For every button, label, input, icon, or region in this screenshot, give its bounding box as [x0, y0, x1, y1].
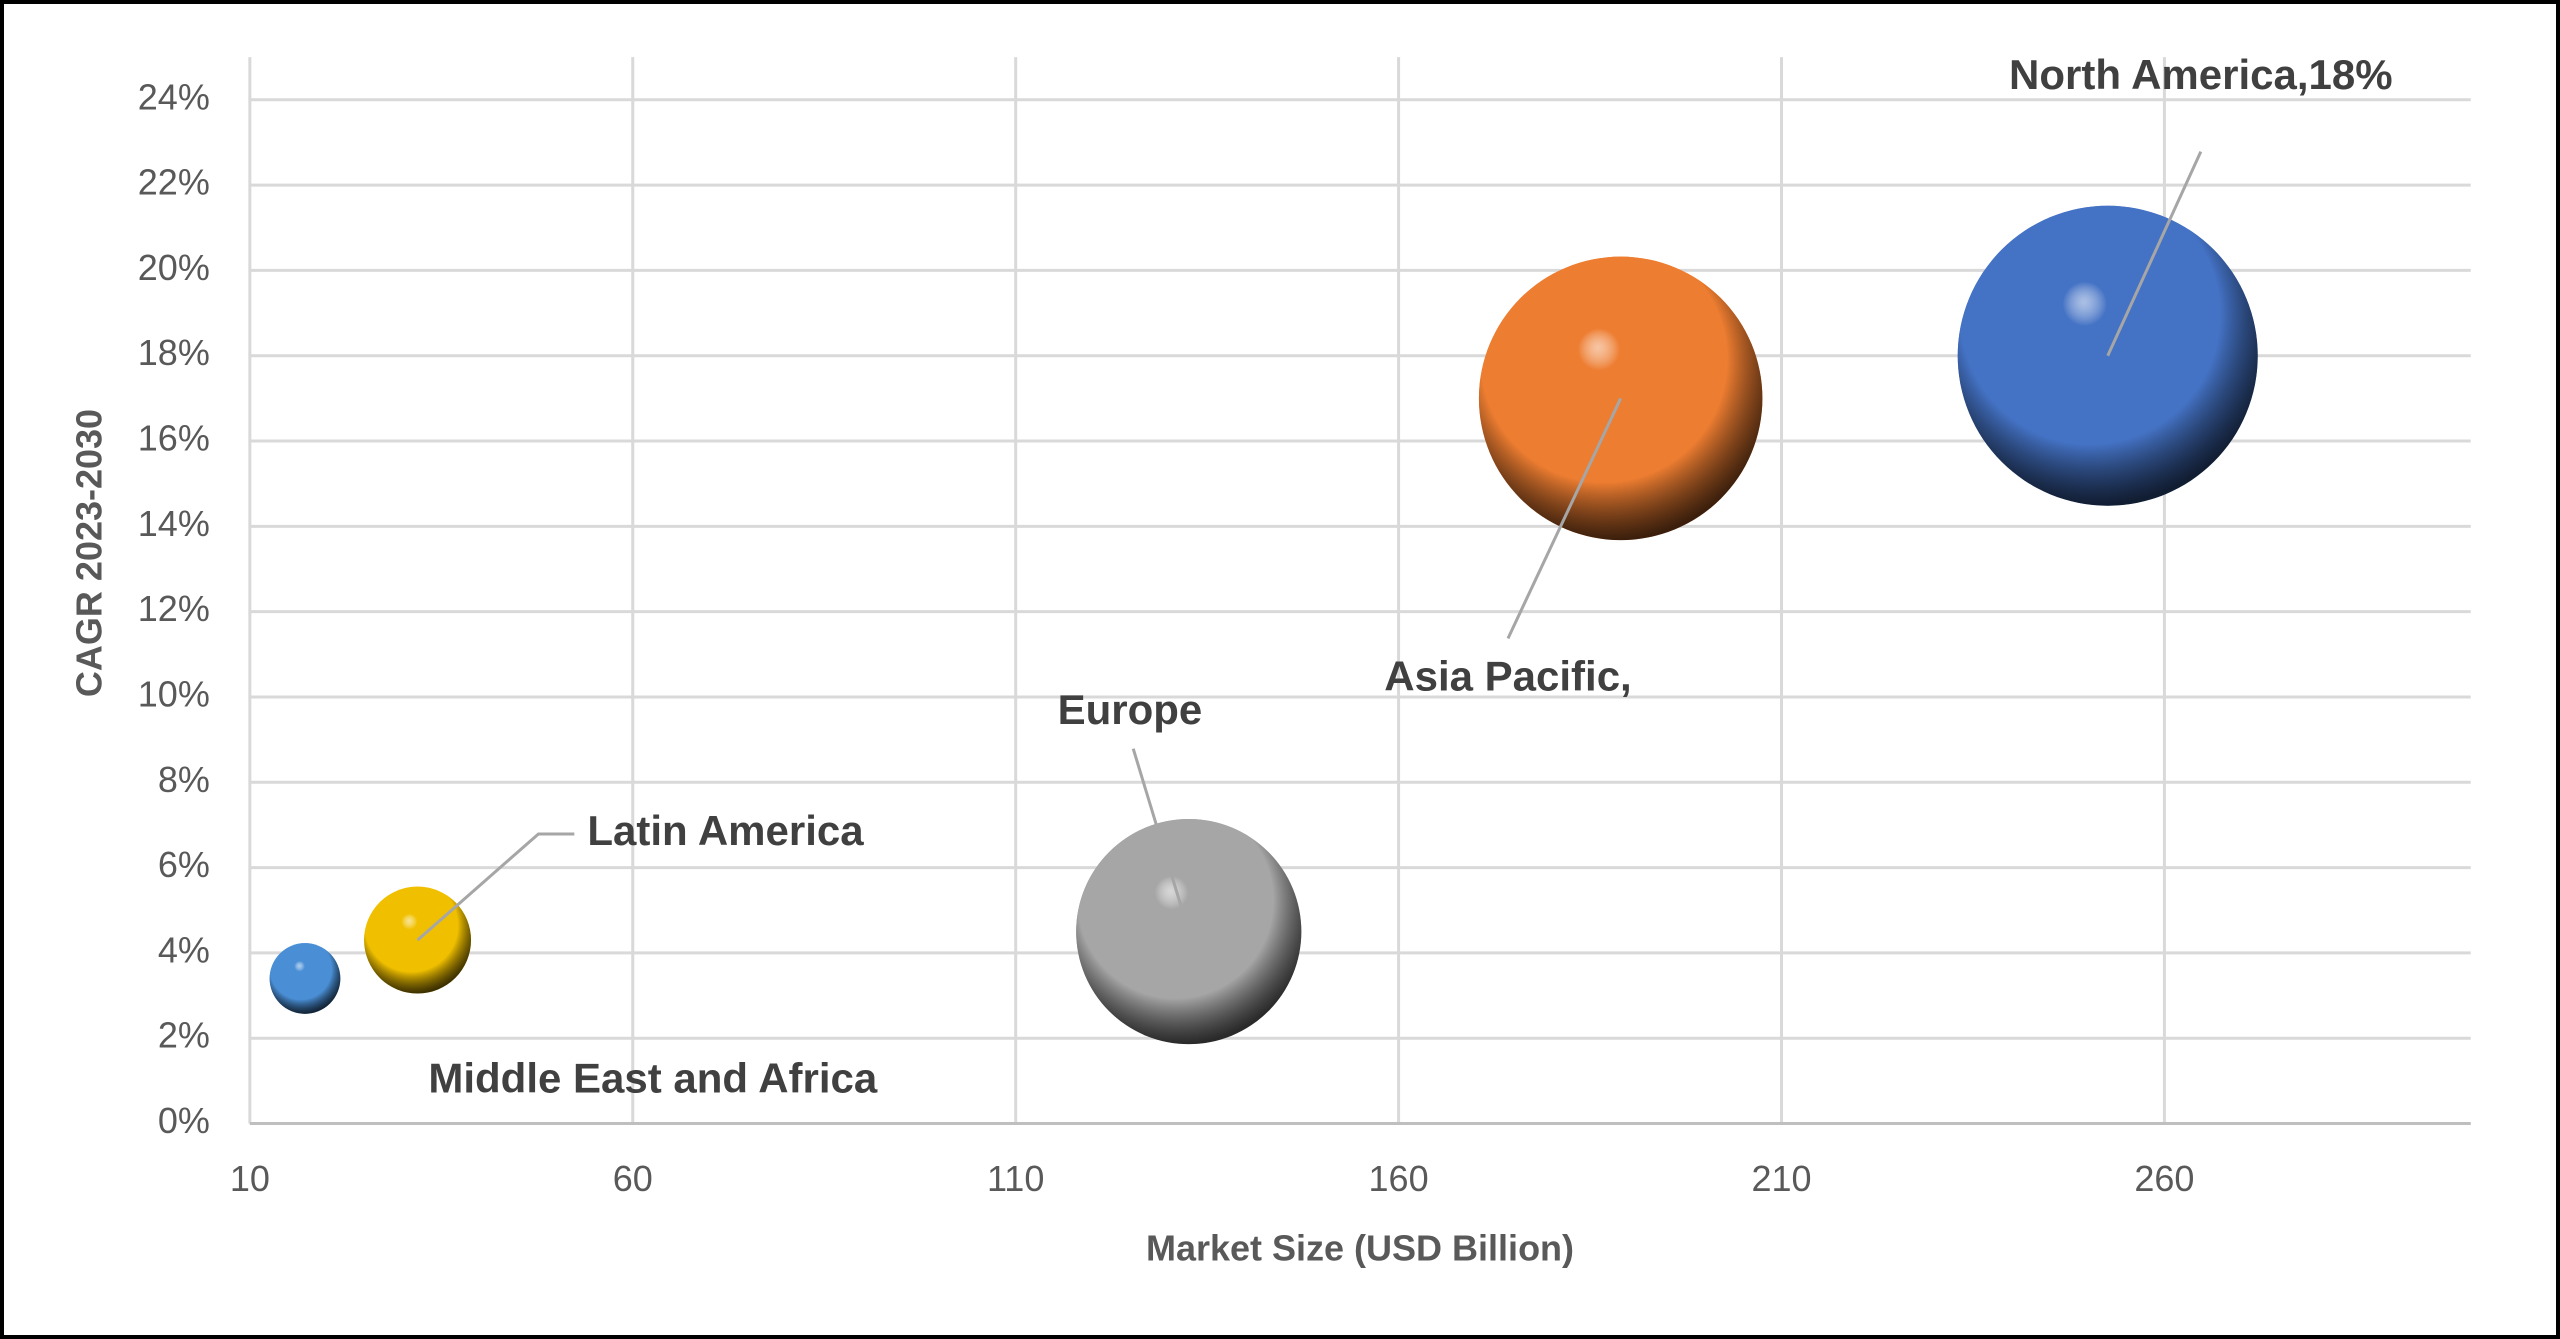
- y-tick-label: 22%: [138, 162, 210, 203]
- bubble: [269, 943, 341, 1014]
- leader-line: [1131, 748, 1191, 932]
- x-tick-label: 10: [230, 1158, 270, 1199]
- y-tick-label: 10%: [138, 673, 210, 714]
- y-tick-label: 0%: [158, 1100, 210, 1141]
- y-tick-label: 14%: [138, 503, 210, 544]
- data-label: North America,18%: [2009, 51, 2393, 98]
- x-tick-label: 260: [2134, 1158, 2194, 1199]
- leader-line: [2106, 150, 2203, 357]
- leader-line: [416, 832, 575, 942]
- y-tick-label: 6%: [158, 844, 210, 885]
- x-tick-label: 60: [613, 1158, 653, 1199]
- leader-line: [1506, 397, 1623, 640]
- x-tick-label: 110: [987, 1158, 1044, 1199]
- y-tick-label: 16%: [138, 418, 210, 459]
- x-axis-title: Market Size (USD Billion): [1146, 1228, 1574, 1269]
- x-tick-label: 210: [1751, 1158, 1811, 1199]
- x-tick-label: 160: [1369, 1158, 1429, 1199]
- y-tick-label: 12%: [138, 588, 210, 629]
- y-tick-label: 2%: [158, 1015, 210, 1056]
- data-label: Middle East and Africa: [428, 1054, 878, 1101]
- data-label: Latin America: [587, 807, 864, 854]
- y-tick-label: 8%: [158, 759, 210, 800]
- data-label: Asia Pacific,: [1384, 652, 1631, 699]
- y-tick-label: 20%: [138, 247, 210, 288]
- y-tick-label: 4%: [158, 929, 210, 970]
- y-axis-title: CAGR 2023-2030: [69, 409, 110, 697]
- y-tick-label: 18%: [138, 332, 210, 373]
- data-label: Europe: [1058, 686, 1203, 733]
- y-tick-label: 24%: [138, 76, 210, 117]
